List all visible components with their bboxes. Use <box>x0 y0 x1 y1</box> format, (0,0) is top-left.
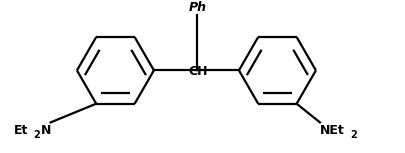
Text: CH: CH <box>188 65 208 78</box>
Text: 2: 2 <box>34 130 40 140</box>
Text: 2: 2 <box>350 130 357 140</box>
Text: N: N <box>40 124 51 136</box>
Text: Ph: Ph <box>188 1 206 14</box>
Text: NEt: NEt <box>320 124 345 136</box>
Text: Et: Et <box>14 124 28 136</box>
